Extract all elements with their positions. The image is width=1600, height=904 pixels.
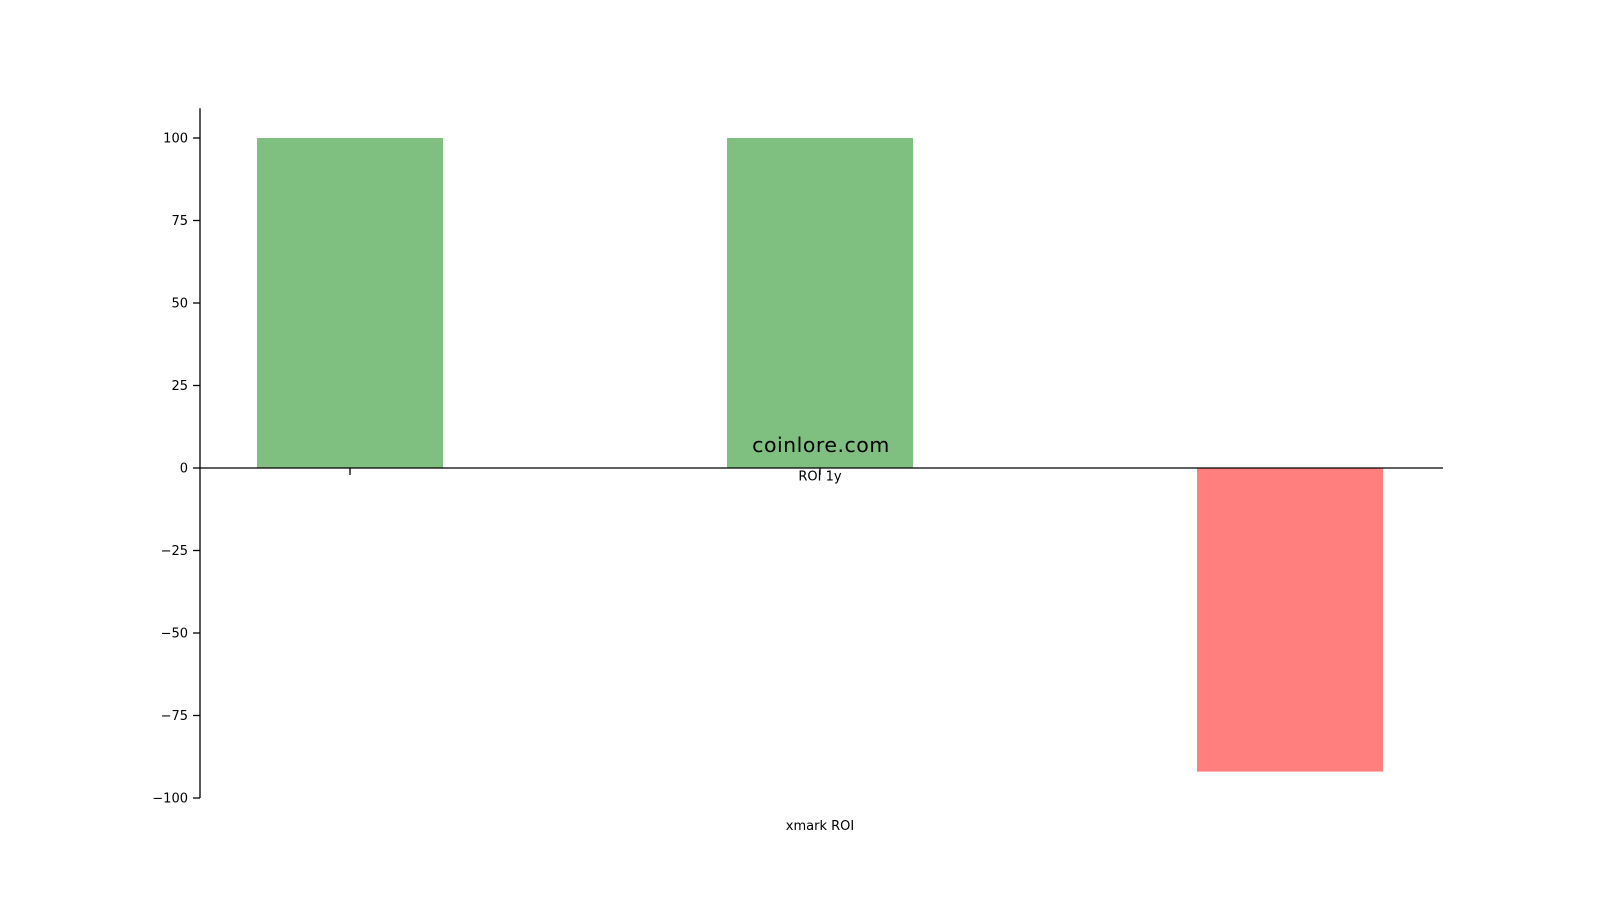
x-tick-label-roi-1y: ROI 1y — [798, 470, 842, 485]
y-tick-label: −100 — [152, 792, 188, 807]
bars-layer — [257, 138, 1383, 772]
y-tick-label: 75 — [171, 214, 188, 229]
bar-positive — [257, 138, 443, 468]
y-tick-label: 0 — [180, 462, 188, 477]
axes-layer — [199, 108, 1443, 798]
y-tick-label: −75 — [161, 709, 188, 724]
y-tick-label: 25 — [171, 379, 188, 394]
y-ticks-layer: 100 75 50 25 0 −25 −50 −75 −100 — [152, 132, 200, 807]
y-tick-label: −50 — [161, 627, 188, 642]
y-tick-label: 100 — [163, 132, 188, 147]
y-tick-label: 50 — [171, 297, 188, 312]
y-tick-label: −25 — [161, 544, 188, 559]
watermark-coinlore: coinlore.com — [752, 433, 890, 457]
x-axis-title: xmark ROI — [786, 819, 854, 834]
bar-positive — [727, 138, 913, 468]
bar-negative — [1197, 468, 1383, 772]
